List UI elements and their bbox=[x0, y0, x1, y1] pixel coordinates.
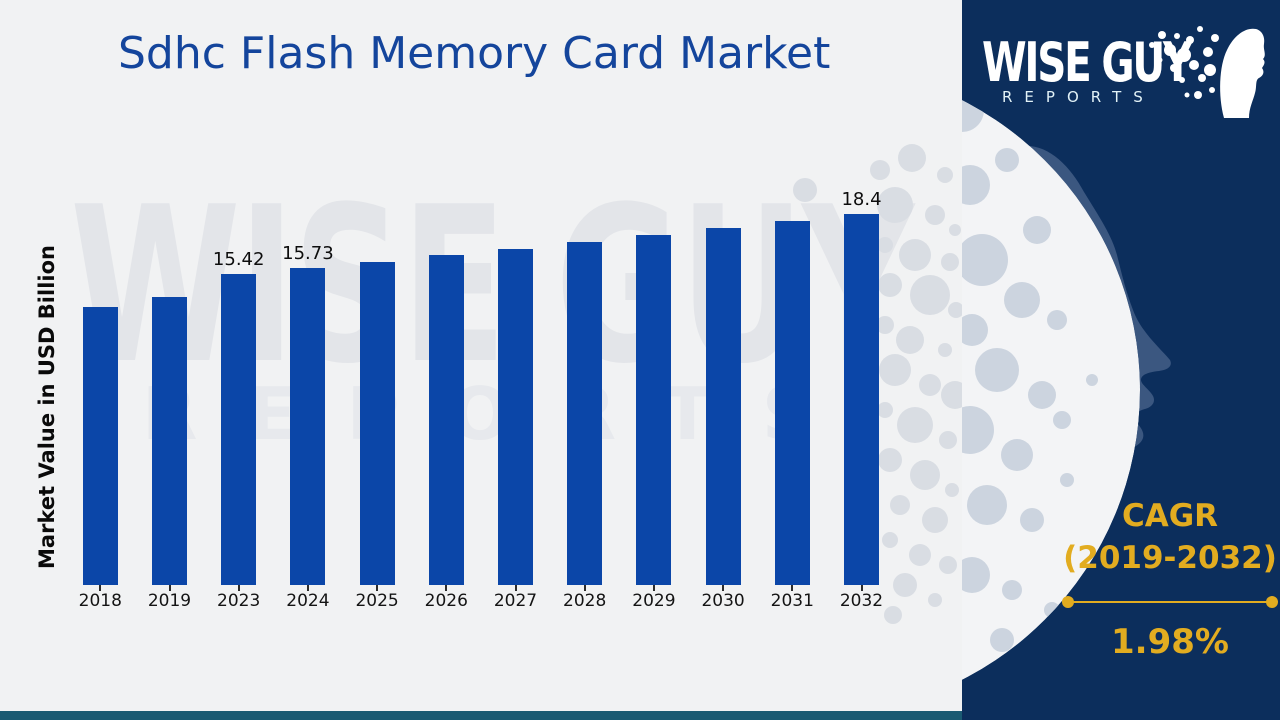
x-tick-label-2032: 2032 bbox=[839, 591, 884, 611]
x-tick bbox=[722, 585, 725, 591]
cagr-block: CAGR (2019-2032) 1.98% bbox=[1062, 498, 1278, 662]
x-tick bbox=[99, 585, 102, 591]
cagr-range: (2019-2032) bbox=[1063, 540, 1277, 576]
y-axis-label: Market Value in USD Billion bbox=[35, 245, 59, 569]
x-tick-label-2023: 2023 bbox=[217, 591, 261, 611]
panel-artwork bbox=[962, 26, 1265, 715]
bar-2031 bbox=[774, 221, 810, 585]
x-tick-label-2026: 2026 bbox=[424, 591, 468, 611]
x-tick-label-2029: 2029 bbox=[632, 591, 676, 611]
brand-panel: WISE GUY REPORTS CAGR (2019-2032) 1.98% bbox=[962, 0, 1280, 720]
bar-2029 bbox=[636, 235, 672, 585]
x-tick bbox=[514, 585, 517, 591]
x-tick-label-2031: 2031 bbox=[770, 591, 814, 611]
watermark-brand-text: WISE GUY bbox=[70, 160, 914, 411]
x-tick bbox=[376, 585, 379, 591]
bar-value-label-2023: 15.42 bbox=[212, 249, 265, 270]
bar-2018 bbox=[82, 307, 118, 585]
bar-2026 bbox=[428, 255, 464, 585]
logo-face-icon bbox=[1220, 28, 1265, 118]
cagr-heading: CAGR bbox=[1121, 498, 1219, 534]
bar-2019 bbox=[152, 297, 187, 585]
bar-2024 bbox=[290, 268, 326, 585]
x-tick-label-2027: 2027 bbox=[493, 591, 538, 611]
x-tick-label-2019: 2019 bbox=[147, 591, 192, 611]
x-tick bbox=[306, 585, 309, 591]
x-tick bbox=[168, 585, 171, 591]
x-tick bbox=[237, 585, 240, 591]
line-dot-right bbox=[1266, 596, 1278, 608]
bar-2032 bbox=[844, 214, 879, 585]
bar-2025 bbox=[359, 262, 395, 585]
cagr-value: 1.98% bbox=[1111, 622, 1229, 662]
bottom-accent-bar bbox=[0, 711, 962, 720]
dot-dissolve-pattern bbox=[793, 144, 962, 624]
line-rule bbox=[1072, 601, 1268, 603]
x-tick bbox=[791, 585, 794, 591]
cagr-underline bbox=[1062, 596, 1278, 608]
bar-2027 bbox=[498, 249, 533, 585]
x-tick-label-2018: 2018 bbox=[78, 591, 122, 611]
chart-title: Sdhc Flash Memory Card Market bbox=[118, 28, 831, 79]
x-tick bbox=[445, 585, 448, 591]
x-tick-label-2028: 2028 bbox=[563, 591, 607, 611]
x-tick bbox=[860, 585, 863, 591]
brand-name: WISE GUY bbox=[982, 31, 1192, 94]
x-tick-label-2030: 2030 bbox=[701, 591, 745, 611]
bar-value-label-2024: 15.73 bbox=[282, 243, 334, 264]
moon-graphic bbox=[962, 65, 1140, 715]
logo-head-dots-icon bbox=[1149, 26, 1265, 118]
bar-value-label-2032: 18.4 bbox=[841, 189, 882, 210]
bar-2030 bbox=[705, 228, 741, 585]
x-tick bbox=[652, 585, 655, 591]
line-dot-left bbox=[1062, 596, 1074, 608]
x-tick-label-2024: 2024 bbox=[286, 591, 330, 611]
x-tick bbox=[583, 585, 586, 591]
brand-subtitle: REPORTS bbox=[1002, 88, 1155, 106]
bar-2028 bbox=[567, 242, 603, 585]
bar-2023 bbox=[221, 274, 257, 585]
bar-chart: 2018 2019 2023 15.42 2024 15.73 2025 2026 2027 20… bbox=[78, 189, 884, 611]
x-tick-label-2025: 2025 bbox=[355, 591, 399, 611]
